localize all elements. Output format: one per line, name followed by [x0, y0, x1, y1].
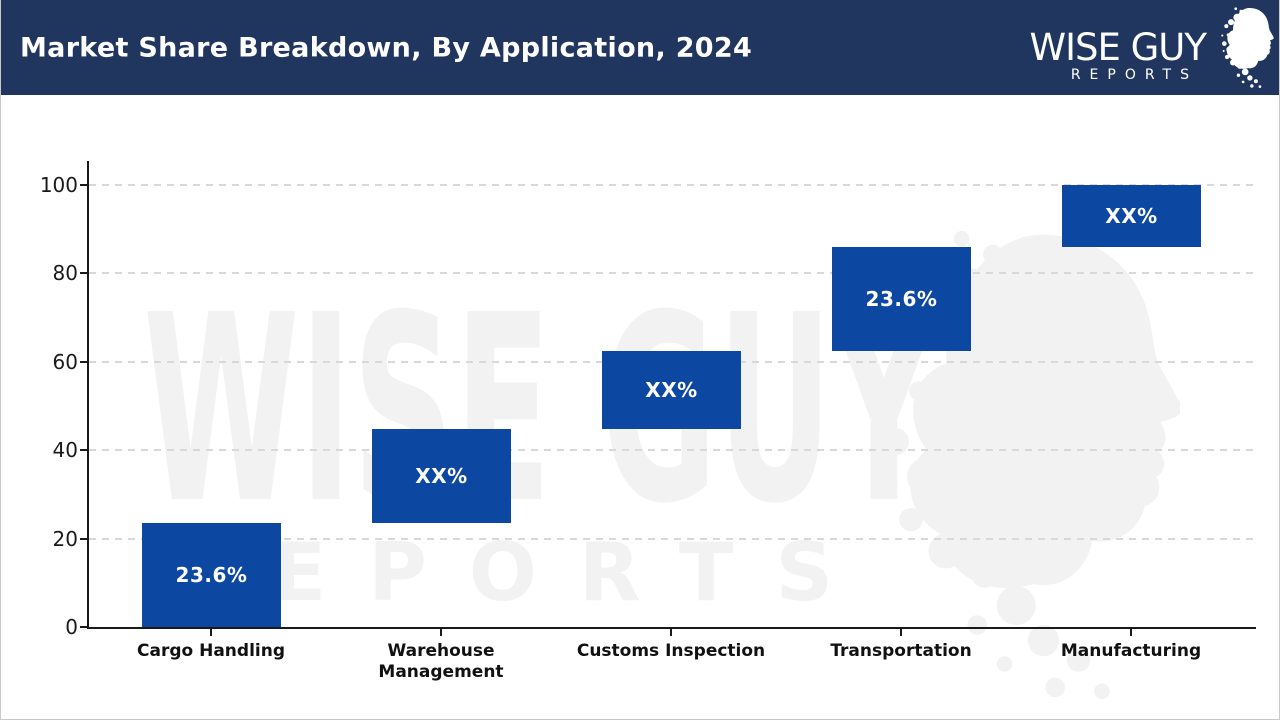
y-tick-label-80: 80: [52, 261, 78, 286]
plot-area: 0 20 40 60 80 100 23.6% Cargo Handling XX% Wareho…: [0, 95, 1280, 720]
x-category-label-1: Warehouse Management: [378, 641, 504, 682]
x-tick-mark-4: [1130, 629, 1132, 636]
bar-cargo-handling: 23.6%: [142, 522, 281, 627]
x-tick-mark-0: [210, 629, 212, 636]
bar-customs-inspection: XX%: [602, 351, 741, 429]
y-tick-mark-100: [80, 184, 87, 186]
bar-warehouse-management: XX%: [372, 428, 511, 523]
bar-value-label: 23.6%: [865, 287, 938, 312]
bar-value-label: 23.6%: [175, 562, 248, 587]
y-tick-mark-0: [80, 626, 87, 628]
x-category-label-4: Manufacturing: [1060, 641, 1202, 661]
gridline-100: [89, 184, 1255, 186]
logo-sub-text: REPORTS: [1070, 67, 1198, 83]
y-tick-mark-40: [80, 449, 87, 452]
watermark-brand-text: WISE GUY: [143, 260, 936, 560]
x-tick-mark-1: [440, 629, 442, 636]
bar-value-label: XX%: [1105, 203, 1158, 228]
y-tick-mark-20: [80, 537, 87, 540]
header-bar: Market Share Breakdown, By Application, …: [0, 0, 1280, 95]
gridline-20: [89, 537, 1255, 540]
logo-brand-text: WISE GUY: [1029, 26, 1207, 69]
chart-area: WISE GUY REPORTS 0 20 40 60 80 100 23.6% Cargo …: [0, 95, 1280, 720]
y-tick-label-20: 20: [52, 526, 78, 551]
gridline-40: [89, 449, 1255, 452]
bar-manufacturing: XX%: [1062, 185, 1201, 247]
chart-title: Market Share Breakdown, By Application, …: [20, 32, 753, 63]
y-tick-label-0: 0: [65, 615, 78, 639]
x-tick-mark-2: [670, 629, 672, 636]
y-tick-mark-80: [80, 272, 87, 275]
y-axis-line: [87, 161, 89, 629]
y-tick-label-60: 60: [52, 349, 78, 374]
x-tick-mark-3: [900, 629, 902, 636]
bar-transportation: 23.6%: [832, 246, 971, 352]
y-tick-mark-60: [80, 360, 87, 363]
x-axis-line: [87, 627, 1256, 629]
y-tick-label-100: 100: [39, 173, 78, 197]
bar-value-label: XX%: [415, 463, 468, 488]
x-category-label-3: Transportation: [830, 641, 972, 661]
gridline-80: [89, 272, 1255, 275]
wise-guy-logo: WISE GUY REPORTS: [1010, 5, 1274, 91]
x-category-label-0: Cargo Handling: [137, 641, 285, 661]
x-category-label-2: Customs Inspection: [576, 641, 766, 661]
dotted-head-icon: [1221, 7, 1274, 88]
bar-value-label: XX%: [645, 378, 698, 403]
y-tick-label-40: 40: [52, 438, 78, 463]
